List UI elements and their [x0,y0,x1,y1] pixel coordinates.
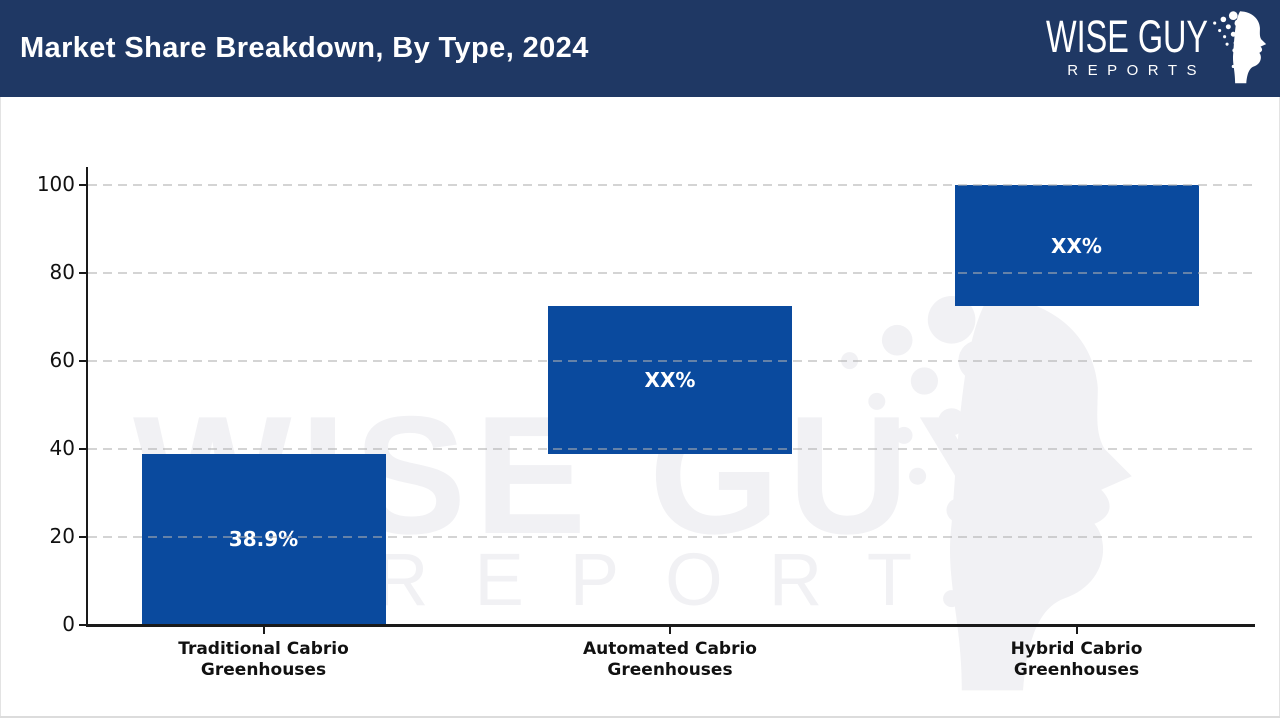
x-axis-line [86,624,1255,627]
y-tick [79,448,86,450]
y-tick-label: 80 [49,260,75,284]
y-tick-label: 60 [49,348,75,372]
y-tick [79,624,86,626]
x-tick [262,627,265,634]
y-tick [79,536,86,538]
wiseguy-logo: WISE GUY REPORTS [1020,0,1270,97]
gridline [88,184,1255,186]
bar-segment: XX% [548,306,792,454]
watermark-subtitle: REPORTS [375,538,1054,621]
page-border-left [0,97,1,718]
y-tick [79,360,86,362]
wiseguy-logo-text: WISE GUY REPORTS [983,14,1208,79]
x-tick [1075,627,1078,634]
x-category-label: Hybrid Cabrio Greenhouses [1010,639,1143,681]
bar-value-label: XX% [1051,233,1102,258]
y-tick [79,272,86,274]
logo-wordmark: WISE GUY [1045,11,1208,62]
y-tick-label: 0 [62,612,75,636]
gridline [88,448,1255,450]
bar-value-label: XX% [644,367,696,392]
bar-segment: 38.9% [141,453,386,625]
y-axis-line [86,167,88,627]
x-tick [669,627,671,634]
gridline [88,272,1255,274]
logo-subtitle: REPORTS [1067,62,1206,79]
y-tick [79,184,86,186]
page-border-bottom [0,716,1280,718]
header-bar: Market Share Breakdown, By Type, 2024 WI… [0,0,1280,97]
y-tick-label: 100 [36,172,75,196]
y-tick-label: 20 [49,524,75,548]
chart-canvas: WISE GUY REPORTS 38.9% Traditional Cabrio… [0,97,1280,720]
wiseguy-face-icon [1213,11,1267,84]
gridline [88,360,1255,362]
y-tick-label: 40 [49,436,75,460]
page-title: Market Share Breakdown, By Type, 2024 [20,32,589,64]
bar-segment: XX% [954,185,1199,306]
gridline [88,536,1255,538]
x-category-label: Automated Cabrio Greenhouses [582,639,757,681]
bar-value-label: 38.9% [228,527,299,552]
x-category-label: Traditional Cabrio Greenhouses [178,639,349,681]
